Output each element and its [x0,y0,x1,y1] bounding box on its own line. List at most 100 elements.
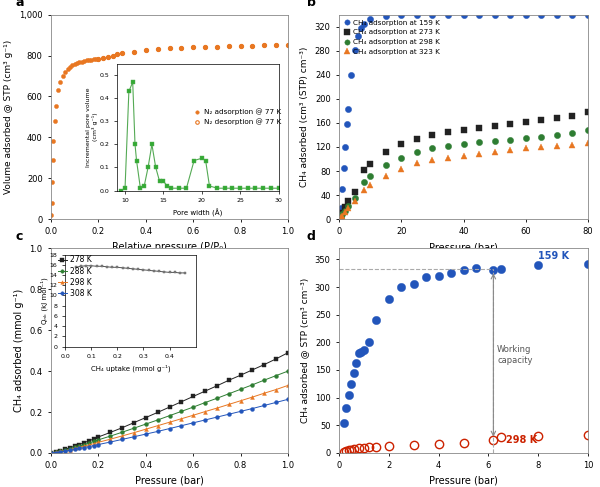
CH₄ adsorption at 159 K [413,12,421,18]
159 K [350,370,358,375]
288 K [57,449,64,454]
N₂ adsorption @ 77 K [78,59,85,65]
CH₄ adsorption at 159 K [506,12,514,18]
278 K [62,446,69,452]
288 K [76,443,83,449]
298 K [340,449,347,455]
288 K [178,409,185,414]
CH₄ adsorption at 159 K [398,12,405,18]
CH₄ adsorption at 273 K [522,119,529,125]
298 K [154,423,161,429]
N₂ adsorption @ 77 K [80,58,88,64]
278 K [202,388,209,394]
N₂ adsorption @ 77 K [261,42,268,48]
N₂ adsorption @ 77 K [64,66,71,72]
CH₄ adsorption at 323 K [506,147,514,153]
159 K [355,351,362,356]
N₂ desorption @ 77 K [214,44,221,50]
298 K [80,443,88,449]
CH₄ adsorption at 159 K [337,206,344,211]
CH₄ adsorption at 159 K [382,13,389,19]
N₂ desorption @ 77 K [178,45,185,51]
N₂ adsorption @ 77 K [67,64,74,70]
308 K [85,444,92,450]
CH₄ adsorption at 323 K [538,144,545,150]
288 K [107,433,114,439]
CH₄ adsorption at 298 K [413,149,421,155]
Line: CH₄ adsorption at 323 K: CH₄ adsorption at 323 K [337,140,591,222]
CH₄ adsorption at 159 K [360,21,367,27]
308 K [67,448,74,453]
298 K [190,412,197,418]
N₂ adsorption @ 77 K [88,56,95,62]
N₂ adsorption @ 77 K [52,103,59,109]
CH₄ adsorption at 323 K [341,209,349,215]
288 K [130,425,137,431]
278 K [67,445,74,451]
N₂ adsorption @ 77 K [92,56,100,62]
159 K [360,347,367,353]
CH₄ adsorption at 298 K [475,139,482,145]
N₂ desorption @ 77 K [190,44,197,50]
298 K [57,449,64,454]
308 K [154,429,161,434]
278 K [71,443,79,449]
N₂ adsorption @ 77 K [178,45,185,51]
X-axis label: Relative pressure (P/P₀): Relative pressure (P/P₀) [112,242,227,252]
298 K [373,444,380,450]
298 K [410,442,417,448]
159 K [365,339,373,345]
N₂ adsorption @ 77 K [71,61,79,67]
N₂ adsorption @ 77 K [57,79,64,85]
N₂ adsorption @ 77 K [55,87,62,93]
Line: N₂ desorption @ 77 K: N₂ desorption @ 77 K [97,43,290,61]
CH₄ adsorption at 323 K [522,145,529,151]
308 K [178,423,185,429]
CH₄ adsorption at 159 K [348,72,355,78]
N₂ desorption @ 77 K [95,56,102,61]
298 K [67,447,74,452]
278 K [261,362,268,368]
278 K [237,372,244,378]
Line: 298 K: 298 K [340,431,592,456]
Line: CH₄ adsorption at 298 K: CH₄ adsorption at 298 K [337,127,591,221]
308 K [107,439,114,445]
CH₄ adsorption at 273 K [341,204,349,210]
298 K [365,445,373,450]
288 K [166,413,173,419]
278 K [272,356,280,362]
CH₄ adsorption at 159 K [569,12,576,18]
N₂ adsorption @ 77 K [85,57,92,63]
298 K [130,430,137,435]
CH₄ adsorption at 273 K [475,125,482,131]
159 K [340,420,347,426]
298 K [95,439,102,445]
N₂ adsorption @ 77 K [119,51,126,56]
CH₄ adsorption at 273 K [460,127,467,133]
CH₄ adsorption at 273 K [491,123,498,129]
CH₄ adsorption at 298 K [337,215,344,221]
N₂ desorption @ 77 K [237,43,244,49]
159 K [373,318,380,323]
CH₄ adsorption at 273 K [445,129,452,135]
308 K [57,449,64,455]
N₂ desorption @ 77 K [154,46,161,52]
298 K [166,419,173,425]
Line: CH₄ adsorption at 159 K: CH₄ adsorption at 159 K [337,12,591,218]
CH₄ adsorption at 323 K [569,142,576,148]
298 K [261,390,268,396]
CH₄ adsorption at 159 K [445,12,452,18]
288 K [225,391,232,397]
308 K [249,406,256,412]
308 K [225,412,232,417]
N₂ adsorption @ 77 K [272,42,280,48]
278 K [178,399,185,405]
278 K [95,434,102,440]
298 K [107,436,114,442]
288 K [47,450,55,456]
CH₄ adsorption at 323 K [491,149,498,155]
CH₄ adsorption at 298 K [569,130,576,136]
CH₄ adsorption at 273 K [382,149,389,155]
CH₄ adsorption at 273 K [413,136,421,142]
N₂ adsorption @ 77 K [109,53,116,58]
